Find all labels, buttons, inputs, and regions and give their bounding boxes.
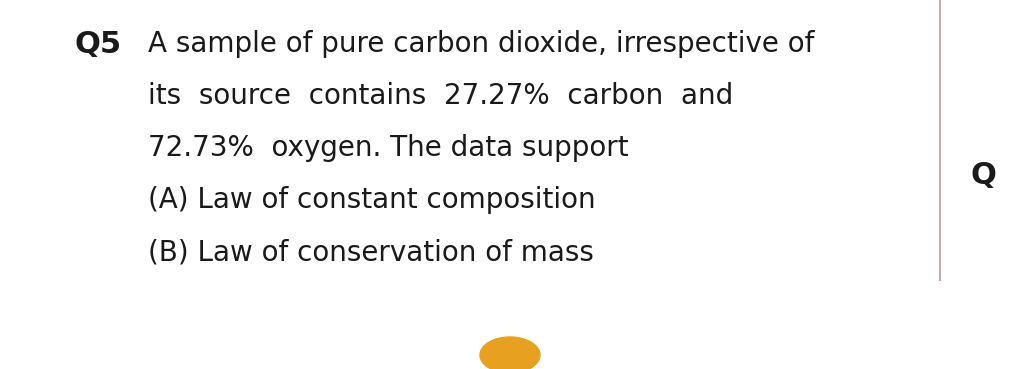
Ellipse shape [480,337,540,369]
Text: Q5: Q5 [75,30,122,59]
Text: 72.73%  oxygen. The data support: 72.73% oxygen. The data support [148,134,629,162]
Text: its  source  contains  27.27%  carbon  and: its source contains 27.27% carbon and [148,82,733,110]
Text: (A) Law of constant composition: (A) Law of constant composition [148,186,596,214]
Text: A sample of pure carbon dioxide, irrespective of: A sample of pure carbon dioxide, irrespe… [148,30,814,58]
Text: Q: Q [970,161,996,190]
Text: (B) Law of conservation of mass: (B) Law of conservation of mass [148,238,594,266]
